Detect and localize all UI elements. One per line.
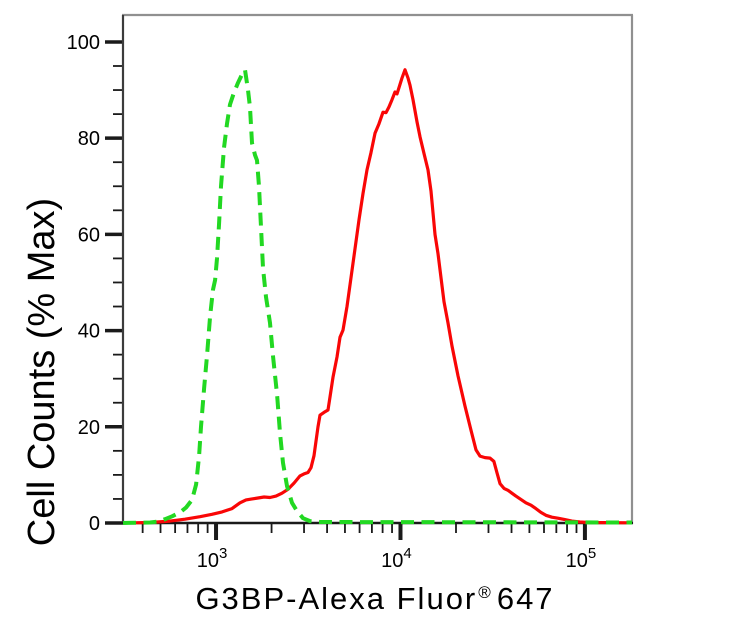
- y-tick-label: 60: [78, 224, 100, 246]
- x-tick-label: 103: [197, 545, 228, 572]
- y-axis-label: Cell Counts (% Max): [21, 198, 63, 546]
- x-tick-label: 105: [566, 545, 597, 572]
- x-tick-label: 104: [381, 545, 412, 572]
- series-green-dashed: [122, 67, 633, 525]
- x-axis-label-text: G3BP-Alexa Fluor: [195, 581, 478, 616]
- y-tick-label: 80: [78, 128, 100, 150]
- x-axis-label-number: 647: [496, 581, 555, 616]
- y-tick-label: 20: [78, 417, 100, 439]
- series-red-solid: [122, 68, 633, 525]
- y-tick-label: 100: [67, 32, 100, 54]
- x-axis-label: G3BP-Alexa Fluor® 647: [195, 581, 554, 617]
- registered-trademark-icon: ®: [478, 582, 491, 602]
- y-tick-label: 0: [89, 513, 100, 535]
- y-tick-label: 40: [78, 321, 100, 343]
